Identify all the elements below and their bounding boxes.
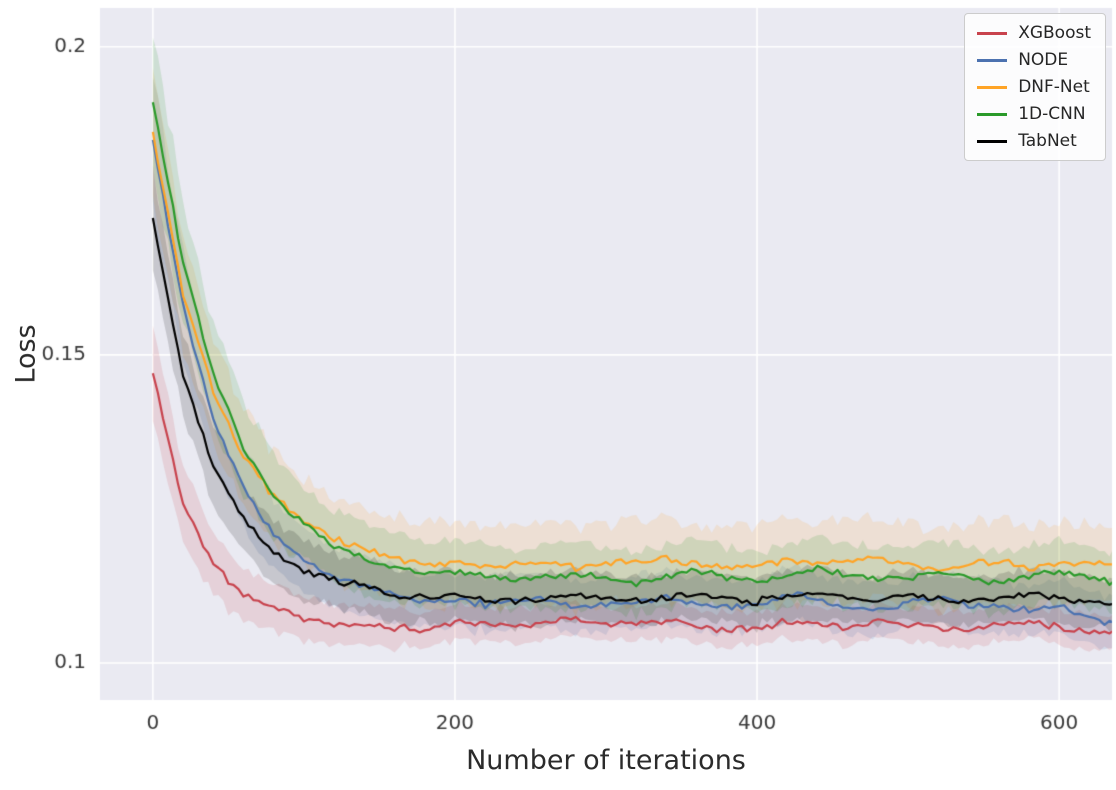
legend-line-swatch bbox=[977, 31, 1008, 35]
legend-item-xgboost: XGBoost bbox=[977, 23, 1091, 43]
legend-label: DNF-Net bbox=[1018, 77, 1090, 97]
legend-line-swatch bbox=[977, 112, 1008, 116]
legend-label: TabNet bbox=[1018, 131, 1077, 151]
legend-label: NODE bbox=[1018, 50, 1069, 70]
legend-item-dnf-net: DNF-Net bbox=[977, 77, 1091, 97]
legend-line-swatch bbox=[977, 139, 1008, 143]
legend-line-swatch bbox=[977, 58, 1008, 62]
legend-line-swatch bbox=[977, 85, 1008, 89]
legend-label: XGBoost bbox=[1018, 23, 1091, 43]
legend-item-1d-cnn: 1D-CNN bbox=[977, 104, 1091, 124]
legend-item-node: NODE bbox=[977, 50, 1091, 70]
legend: XGBoost NODE DNF-Net 1D-CNN TabNet bbox=[964, 13, 1106, 161]
legend-item-tabnet: TabNet bbox=[977, 131, 1091, 151]
legend-label: 1D-CNN bbox=[1018, 104, 1086, 124]
